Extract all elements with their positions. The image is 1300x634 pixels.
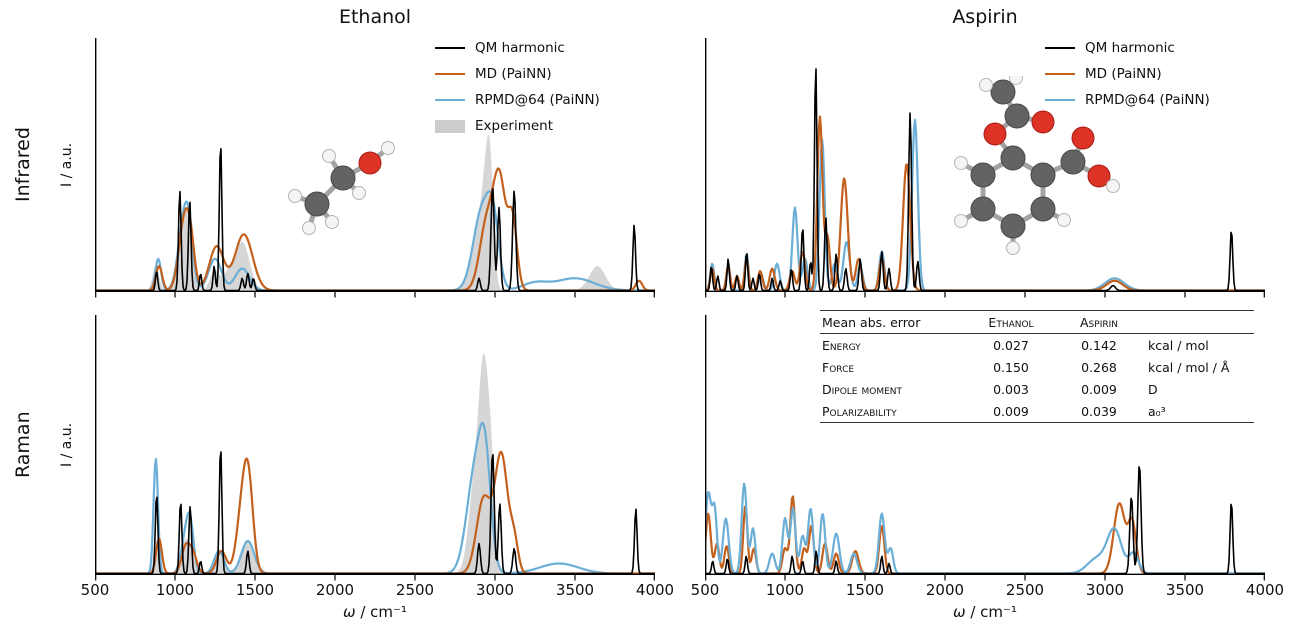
qm-line-swatch xyxy=(1045,47,1075,49)
table-header-units xyxy=(1146,311,1254,334)
metric-label: Dipole moment xyxy=(822,381,902,397)
x-tick: 3000 xyxy=(1085,581,1125,599)
aspirin-value: 0.268 xyxy=(1081,359,1117,375)
experiment-patch-swatch xyxy=(435,119,465,133)
x-axis-units: / cm⁻¹ xyxy=(965,603,1017,621)
legend-item-md: MD (PaiNN) xyxy=(435,66,600,82)
metric-label: Energy xyxy=(822,337,861,353)
legend-label-md: MD (PaiNN) xyxy=(1085,66,1162,82)
mean-abs-error-table: Mean abs. error Ethanol Aspirin Energy 0… xyxy=(820,310,1254,423)
legend-item-qm: QM harmonic xyxy=(435,40,600,56)
metric-label: Force xyxy=(822,359,855,375)
legend-item-md: MD (PaiNN) xyxy=(1045,66,1210,82)
legend-label-md: MD (PaiNN) xyxy=(475,66,552,82)
table-header-metric: Mean abs. error xyxy=(822,314,921,330)
x-axis-units: / cm⁻¹ xyxy=(355,603,407,621)
x-tick: 2000 xyxy=(925,581,965,599)
legend-label-experiment: Experiment xyxy=(475,118,554,134)
table-row: Dipole moment 0.003 0.009 D xyxy=(820,378,1254,400)
x-tick: 2500 xyxy=(1005,581,1045,599)
unit: kcal / mol / Å xyxy=(1148,359,1230,375)
legend-label-rpmd: RPMD@64 (PaiNN) xyxy=(1085,92,1210,108)
x-tick: 4000 xyxy=(1245,581,1285,599)
row-label-raman: Raman xyxy=(12,411,34,479)
ethanol-value: 0.150 xyxy=(993,359,1029,375)
legend-label-rpmd: RPMD@64 (PaiNN) xyxy=(475,92,600,108)
x-tick: 4000 xyxy=(635,581,675,599)
legend-item-qm: QM harmonic xyxy=(1045,40,1210,56)
x-tick: 3000 xyxy=(475,581,515,599)
aspirin-value: 0.009 xyxy=(1081,381,1117,397)
x-tick: 1500 xyxy=(235,581,275,599)
x-tick: 1000 xyxy=(155,581,195,599)
panel-ethanol-infrared: I / a.u. QM harmonic MD (PaiNN) RPMD@64 … xyxy=(59,38,655,304)
qm-line-swatch xyxy=(435,47,465,49)
x-axis-label: ω / cm⁻¹ xyxy=(953,603,1017,621)
table-header-row: Mean abs. error Ethanol Aspirin xyxy=(820,310,1254,334)
unit: kcal / mol xyxy=(1148,337,1209,353)
panel-ethanol-raman: I / a.u. 500 1000 1500 2000 2500 3000 35… xyxy=(59,315,674,621)
rpmd-line-swatch xyxy=(435,99,465,101)
ethanol-value: 0.003 xyxy=(993,381,1029,397)
legend-ethanol-infrared: QM harmonic MD (PaiNN) RPMD@64 (PaiNN) E… xyxy=(435,40,600,134)
x-tick: 3500 xyxy=(555,581,595,599)
table-row: Polarizability 0.009 0.039 a₀³ xyxy=(820,400,1254,423)
aspirin-value: 0.142 xyxy=(1081,337,1117,353)
aspirin-raman-spectrum-canvas xyxy=(705,315,1265,587)
x-tick: 2500 xyxy=(395,581,435,599)
omega-symbol: ω xyxy=(343,603,356,621)
table-row: Force 0.150 0.268 kcal / mol / Å xyxy=(820,356,1254,378)
y-axis-label: I / a.u. xyxy=(59,422,75,468)
ethanol-raman-spectrum-canvas xyxy=(95,315,655,587)
unit: D xyxy=(1148,381,1158,397)
table-row: Energy 0.027 0.142 kcal / mol xyxy=(820,334,1254,357)
row-label-infrared: Infrared xyxy=(12,127,34,203)
x-tick: 500 xyxy=(80,581,110,599)
table-header-aspirin: Aspirin xyxy=(1080,314,1118,330)
ethanol-value: 0.027 xyxy=(993,337,1029,353)
column-title-aspirin: Aspirin xyxy=(952,6,1018,28)
md-line-swatch xyxy=(1045,73,1075,75)
column-title-ethanol: Ethanol xyxy=(338,6,412,28)
legend-label-qm: QM harmonic xyxy=(475,40,565,56)
legend-label-qm: QM harmonic xyxy=(1085,40,1175,56)
md-line-swatch xyxy=(435,73,465,75)
unit: a₀³ xyxy=(1148,403,1166,419)
x-tick: 500 xyxy=(690,581,720,599)
metric-label: Polarizability xyxy=(822,403,897,419)
aspirin-value: 0.039 xyxy=(1081,403,1117,419)
x-axis-ticks: 500 1000 1500 2000 2500 3000 3500 4000 xyxy=(691,581,1284,599)
legend-item-experiment: Experiment xyxy=(435,118,600,134)
rpmd-line-swatch xyxy=(1045,99,1075,101)
x-tick: 1500 xyxy=(845,581,885,599)
legend-aspirin-infrared: QM harmonic MD (PaiNN) RPMD@64 (PaiNN) xyxy=(1045,40,1210,108)
table-header-ethanol: Ethanol xyxy=(988,314,1034,330)
omega-symbol: ω xyxy=(953,603,966,621)
x-tick: 2000 xyxy=(315,581,355,599)
x-axis-ticks: 500 1000 1500 2000 2500 3000 3500 4000 xyxy=(81,581,674,599)
aspirin-molecule-image xyxy=(954,76,1120,255)
x-tick: 3500 xyxy=(1165,581,1205,599)
x-axis-label: ω / cm⁻¹ xyxy=(343,603,407,621)
legend-item-rpmd: RPMD@64 (PaiNN) xyxy=(1045,92,1210,108)
y-axis-label: I / a.u. xyxy=(59,142,75,188)
ethanol-value: 0.009 xyxy=(993,403,1029,419)
panel-aspirin-raman: 500 1000 1500 2000 2500 3000 3500 4000 ω… xyxy=(691,315,1284,621)
panel-aspirin-infrared: QM harmonic MD (PaiNN) RPMD@64 (PaiNN) xyxy=(705,38,1265,304)
legend-item-rpmd: RPMD@64 (PaiNN) xyxy=(435,92,600,108)
ethanol-molecule-image xyxy=(288,141,395,235)
x-tick: 1000 xyxy=(765,581,805,599)
